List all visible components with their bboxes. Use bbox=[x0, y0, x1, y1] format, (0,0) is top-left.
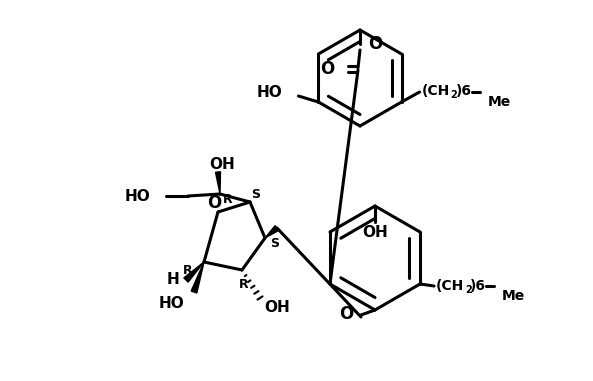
Polygon shape bbox=[215, 172, 221, 194]
Text: O: O bbox=[368, 35, 382, 53]
Text: HO: HO bbox=[158, 296, 184, 312]
Polygon shape bbox=[265, 226, 279, 238]
Text: R: R bbox=[223, 192, 233, 205]
Text: O: O bbox=[339, 305, 353, 323]
Text: H: H bbox=[166, 272, 179, 287]
Polygon shape bbox=[191, 262, 204, 293]
Text: S: S bbox=[251, 187, 260, 200]
Text: O: O bbox=[207, 194, 221, 212]
Text: O: O bbox=[320, 60, 334, 78]
Text: (CH: (CH bbox=[422, 84, 450, 98]
Polygon shape bbox=[184, 262, 204, 282]
Text: OH: OH bbox=[362, 224, 388, 240]
Text: Me: Me bbox=[487, 95, 511, 109]
Text: S: S bbox=[270, 237, 279, 250]
Text: OH: OH bbox=[209, 157, 235, 171]
Text: (CH: (CH bbox=[436, 279, 464, 293]
Text: R: R bbox=[239, 277, 249, 290]
Text: HO: HO bbox=[257, 85, 282, 99]
Text: HO: HO bbox=[125, 189, 150, 203]
Text: Me: Me bbox=[502, 289, 525, 303]
Text: R: R bbox=[183, 264, 193, 277]
Text: 2: 2 bbox=[465, 285, 472, 295]
Text: )6: )6 bbox=[470, 279, 486, 293]
Text: )6: )6 bbox=[455, 84, 471, 98]
Text: OH: OH bbox=[264, 301, 290, 315]
Text: 2: 2 bbox=[451, 90, 457, 100]
